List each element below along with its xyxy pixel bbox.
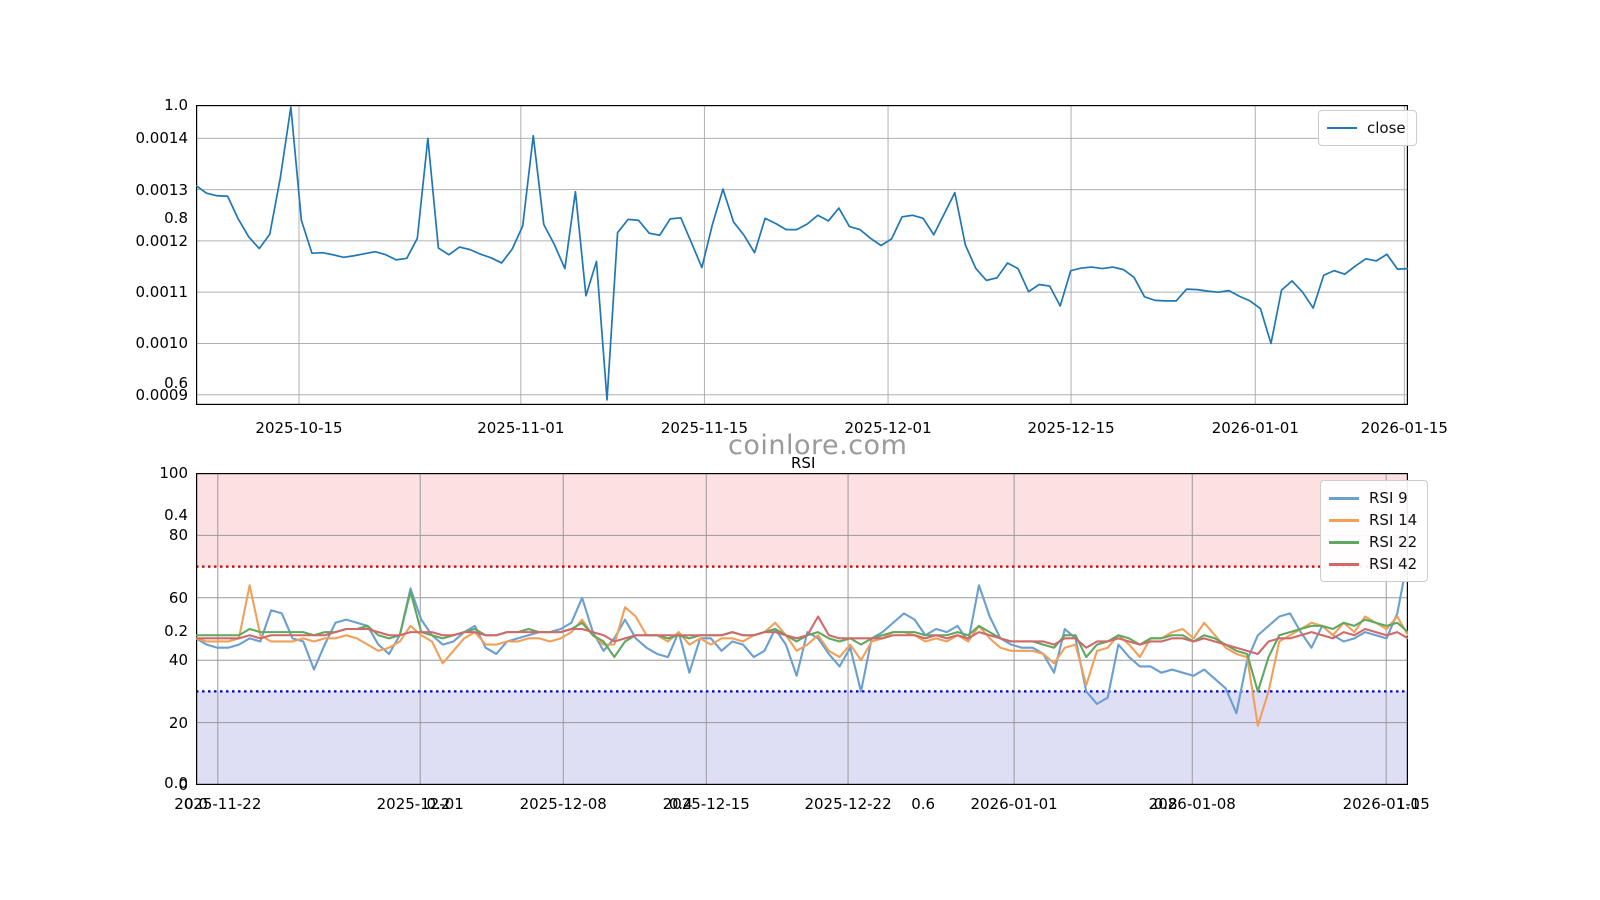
rsi-y-tick: 60 — [168, 588, 188, 607]
rsi-x-tick-normalized: 0.4 — [668, 795, 693, 813]
price-y-tick-normalized: 1.0 — [164, 96, 188, 114]
price-x-tick: 2025-12-15 — [1027, 419, 1115, 437]
legend-line-icon — [1329, 496, 1359, 500]
rsi-legend-item[interactable]: RSI 9 — [1329, 487, 1417, 509]
rsi-chart-title: RSI — [791, 454, 816, 472]
price-y-tick: 0.0013 — [135, 180, 189, 199]
rsi-y-tick: 100 — [159, 464, 188, 482]
price-y-tick-normalized: 0.6 — [164, 373, 188, 392]
rsi-chart-svg — [196, 473, 1408, 785]
rsi-legend-item[interactable]: RSI 42 — [1329, 553, 1417, 575]
rsi-x-tick: 2026-01-15 — [1342, 795, 1430, 813]
rsi-y-tick: 40 — [168, 651, 188, 670]
rsi-x-tick: 2025-11-22 — [174, 795, 262, 813]
rsi-legend-label: RSI 14 — [1369, 511, 1418, 529]
legend-line-icon — [1329, 540, 1359, 544]
price-y-tick: 0.0012 — [135, 231, 189, 250]
rsi-y-tick: 20 — [168, 713, 188, 732]
price-y-tick: 0.0009 — [135, 385, 189, 404]
price-x-tick: 2025-12-01 — [844, 419, 932, 437]
rsi-legend-label: RSI 22 — [1369, 533, 1418, 551]
price-y-tick-normalized: 0.8 — [164, 208, 188, 227]
rsi-legend-label: RSI 42 — [1369, 555, 1418, 573]
rsi-y-tick: 0 — [178, 776, 188, 794]
rsi-x-tick-normalized: 0.6 — [911, 795, 936, 813]
watermark-coinlore: coinlore.com — [728, 430, 908, 461]
rsi-x-tick-normalized: 1.0 — [1396, 795, 1420, 813]
price-legend-item[interactable]: close — [1327, 117, 1406, 139]
legend-line-icon — [1329, 518, 1359, 522]
price-chart-legend: close — [1318, 110, 1417, 146]
rsi-y-tick: 80 — [168, 526, 188, 545]
legend-line-icon — [1329, 562, 1359, 566]
rsi-y-tick-normalized: 0.0 — [164, 774, 188, 793]
price-x-tick: 2025-11-01 — [477, 419, 565, 437]
rsi-chart-legend: RSI 9 RSI 14 RSI 22 RSI 42 — [1320, 480, 1429, 582]
rsi-legend-item[interactable]: RSI 14 — [1329, 509, 1417, 531]
price-x-tick: 2025-11-15 — [660, 419, 749, 437]
rsi-x-tick: 2025-12-22 — [804, 795, 892, 813]
price-x-tick: 2025-10-15 — [255, 419, 343, 437]
price-chart-svg — [196, 105, 1408, 405]
price-y-tick: 0.0014 — [135, 129, 189, 148]
rsi-y-tick-normalized: 0.4 — [164, 506, 188, 525]
rsi-legend-item[interactable]: RSI 22 — [1329, 531, 1417, 553]
price-y-tick: 0.0011 — [135, 283, 189, 302]
rsi-x-tick: 2026-01-08 — [1148, 795, 1236, 813]
rsi-x-tick: 2025-12-15 — [662, 795, 750, 813]
rsi-x-tick: 2025-12-01 — [376, 795, 464, 813]
rsi-x-tick: 2026-01-01 — [970, 795, 1058, 813]
price-y-tick: 0.0010 — [135, 334, 189, 353]
rsi-x-tick: 2025-12-08 — [519, 795, 607, 813]
rsi-y-tick-normalized: 0.2 — [164, 621, 188, 640]
rsi-x-tick-normalized: 0.2 — [426, 795, 451, 813]
price-x-tick: 2026-01-15 — [1360, 419, 1448, 437]
price-legend-label: close — [1367, 119, 1406, 137]
rsi-x-tick-normalized: 0.0 — [184, 795, 208, 813]
price-x-tick: 2026-01-01 — [1211, 419, 1299, 437]
rsi-legend-label: RSI 9 — [1369, 489, 1408, 507]
rsi-x-tick-normalized: 0.8 — [1153, 795, 1178, 813]
legend-line-icon — [1327, 127, 1357, 129]
